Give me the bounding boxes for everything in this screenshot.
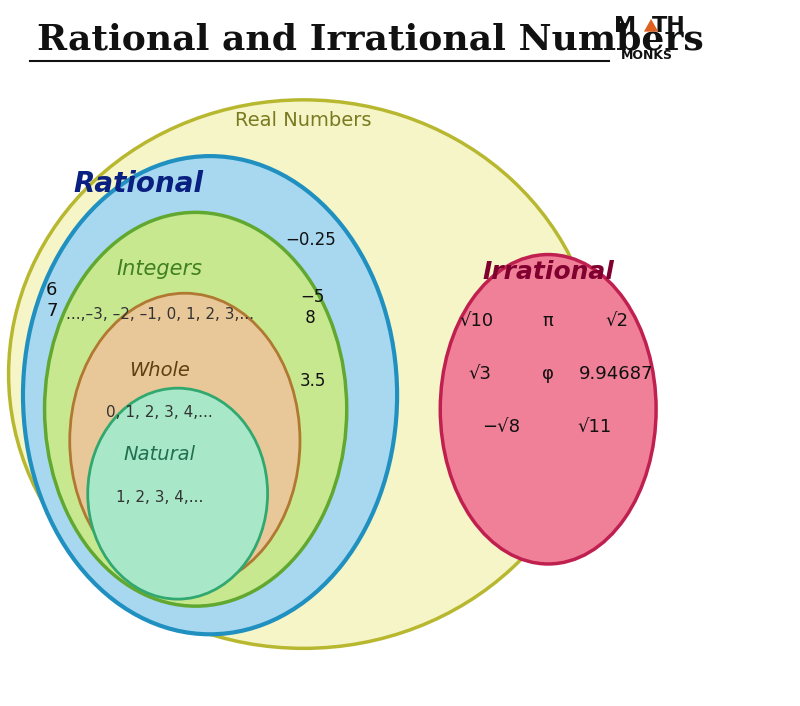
- Text: π: π: [543, 312, 554, 330]
- Text: −5
 8: −5 8: [300, 288, 324, 327]
- Ellipse shape: [9, 100, 598, 648]
- Text: −√8: −√8: [482, 418, 521, 436]
- Text: φ: φ: [542, 365, 554, 383]
- Text: TH: TH: [651, 16, 686, 36]
- Text: Rational and Irrational Numbers: Rational and Irrational Numbers: [38, 23, 704, 56]
- Text: Whole: Whole: [130, 361, 190, 380]
- Text: −0.25: −0.25: [286, 232, 336, 249]
- Text: 6
7: 6 7: [46, 281, 58, 320]
- Ellipse shape: [440, 255, 656, 564]
- Text: Real Numbers: Real Numbers: [235, 112, 372, 131]
- Ellipse shape: [45, 213, 346, 606]
- Text: 1, 2, 3, 4,...: 1, 2, 3, 4,...: [116, 490, 203, 505]
- Text: 3.5: 3.5: [300, 372, 326, 390]
- Ellipse shape: [70, 293, 300, 589]
- Ellipse shape: [23, 156, 397, 634]
- Text: Natural: Natural: [124, 445, 196, 465]
- Text: Irrational: Irrational: [482, 260, 614, 284]
- Text: 0, 1, 2, 3, 4,...: 0, 1, 2, 3, 4,...: [106, 405, 213, 420]
- Polygon shape: [644, 19, 658, 32]
- Text: Rational: Rational: [73, 170, 203, 198]
- Text: √3: √3: [468, 365, 491, 383]
- Text: ...,–3, –2, –1, 0, 1, 2, 3,...: ...,–3, –2, –1, 0, 1, 2, 3,...: [66, 307, 254, 322]
- Text: MONKS: MONKS: [621, 49, 673, 61]
- Text: √2: √2: [605, 312, 628, 330]
- Text: M: M: [614, 16, 636, 36]
- Ellipse shape: [88, 388, 267, 599]
- Text: √10: √10: [459, 312, 494, 330]
- Text: Integers: Integers: [117, 258, 202, 279]
- Text: √11: √11: [578, 418, 612, 436]
- Text: 9.94687: 9.94687: [579, 365, 654, 383]
